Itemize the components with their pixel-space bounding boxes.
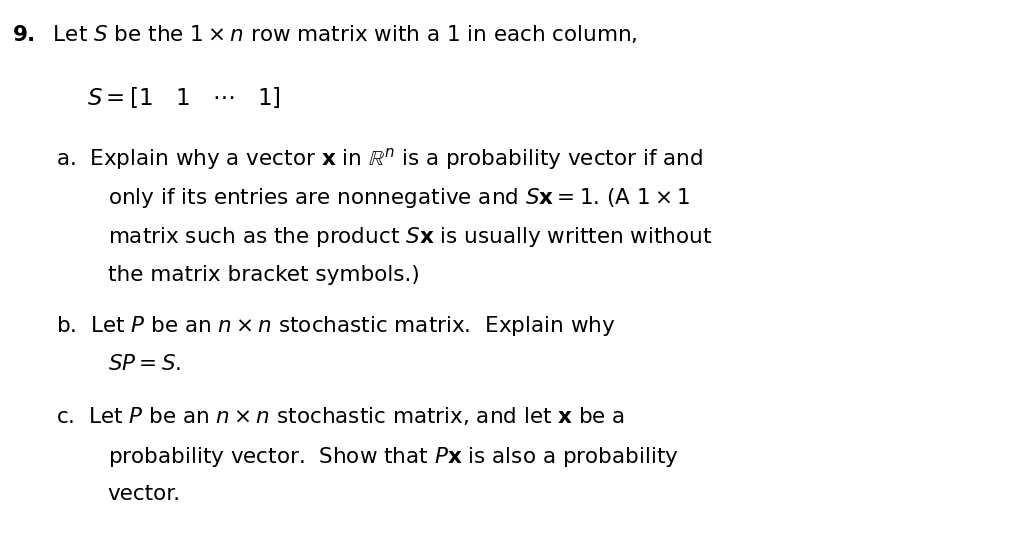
- Text: the matrix bracket symbols.): the matrix bracket symbols.): [108, 265, 419, 285]
- Text: $S = [1 \quad 1 \quad \cdots \quad 1]$: $S = [1 \quad 1 \quad \cdots \quad 1]$: [87, 85, 281, 110]
- Text: b.  Let $P$ be an $n \times n$ stochastic matrix.  Explain why: b. Let $P$ be an $n \times n$ stochastic…: [56, 314, 615, 338]
- Text: only if its entries are nonnegative and $S\mathbf{x} = 1$. (A $1 \times 1$: only if its entries are nonnegative and …: [108, 186, 689, 210]
- Text: a.  Explain why a vector $\mathbf{x}$ in $\mathbb{R}^n$ is a probability vector : a. Explain why a vector $\mathbf{x}$ in …: [56, 146, 703, 172]
- Text: c.  Let $P$ be an $n \times n$ stochastic matrix, and let $\mathbf{x}$ be a: c. Let $P$ be an $n \times n$ stochastic…: [56, 405, 626, 427]
- Text: $SP = S$.: $SP = S$.: [108, 354, 180, 374]
- Text: probability vector.  Show that $P\mathbf{x}$ is also a probability: probability vector. Show that $P\mathbf{…: [108, 445, 678, 469]
- Text: matrix such as the product $S\mathbf{x}$ is usually written without: matrix such as the product $S\mathbf{x}$…: [108, 225, 712, 250]
- Text: vector.: vector.: [108, 484, 180, 504]
- Text: $\mathbf{9.}$  Let $S$ be the $1 \times n$ row matrix with a 1 in each column,: $\mathbf{9.}$ Let $S$ be the $1 \times n…: [12, 23, 638, 45]
